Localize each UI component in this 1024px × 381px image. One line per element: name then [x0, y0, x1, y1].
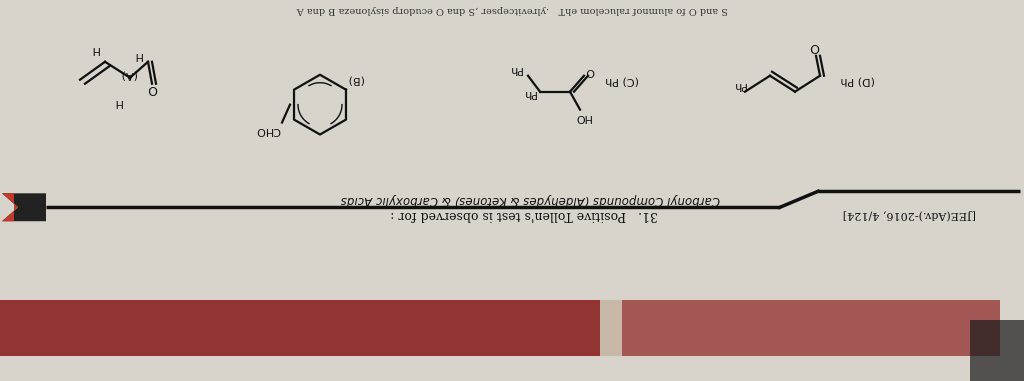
FancyBboxPatch shape: [600, 300, 622, 355]
Text: (D) Ph: (D) Ph: [840, 76, 874, 86]
Text: 31.   Positive Tollen's test is observed for :: 31. Positive Tollen's test is observed f…: [390, 208, 657, 221]
Text: (B): (B): [347, 75, 364, 85]
Text: O: O: [147, 82, 157, 94]
Polygon shape: [2, 193, 18, 221]
Text: Ph: Ph: [508, 64, 522, 74]
Text: Carbonyl Compounds (Aldehydes & Ketones) & Carboxylic Acids: Carbonyl Compounds (Aldehydes & Ketones)…: [340, 193, 720, 206]
Polygon shape: [2, 193, 46, 221]
Text: (A): (A): [120, 70, 136, 80]
Text: O: O: [809, 40, 819, 53]
Text: H: H: [134, 50, 142, 60]
Text: O: O: [586, 66, 594, 76]
Text: Ph: Ph: [732, 80, 745, 90]
Text: H: H: [91, 44, 99, 54]
FancyBboxPatch shape: [970, 320, 1024, 381]
Text: H: H: [114, 97, 122, 107]
Text: CHO: CHO: [256, 125, 281, 134]
Text: S and O fo alumnof ralucelom ehT   .ylrevitcepser ,S dna O ecudorp sisyloneza B : S and O fo alumnof ralucelom ehT .ylrevi…: [296, 5, 728, 14]
Text: (C) Ph: (C) Ph: [605, 76, 639, 86]
Text: [JEE(Adv.)-2016, 4/124]: [JEE(Adv.)-2016, 4/124]: [843, 209, 976, 219]
Text: Ph: Ph: [522, 88, 536, 98]
FancyBboxPatch shape: [0, 300, 600, 355]
Text: HO: HO: [573, 112, 591, 122]
FancyBboxPatch shape: [620, 300, 1000, 355]
